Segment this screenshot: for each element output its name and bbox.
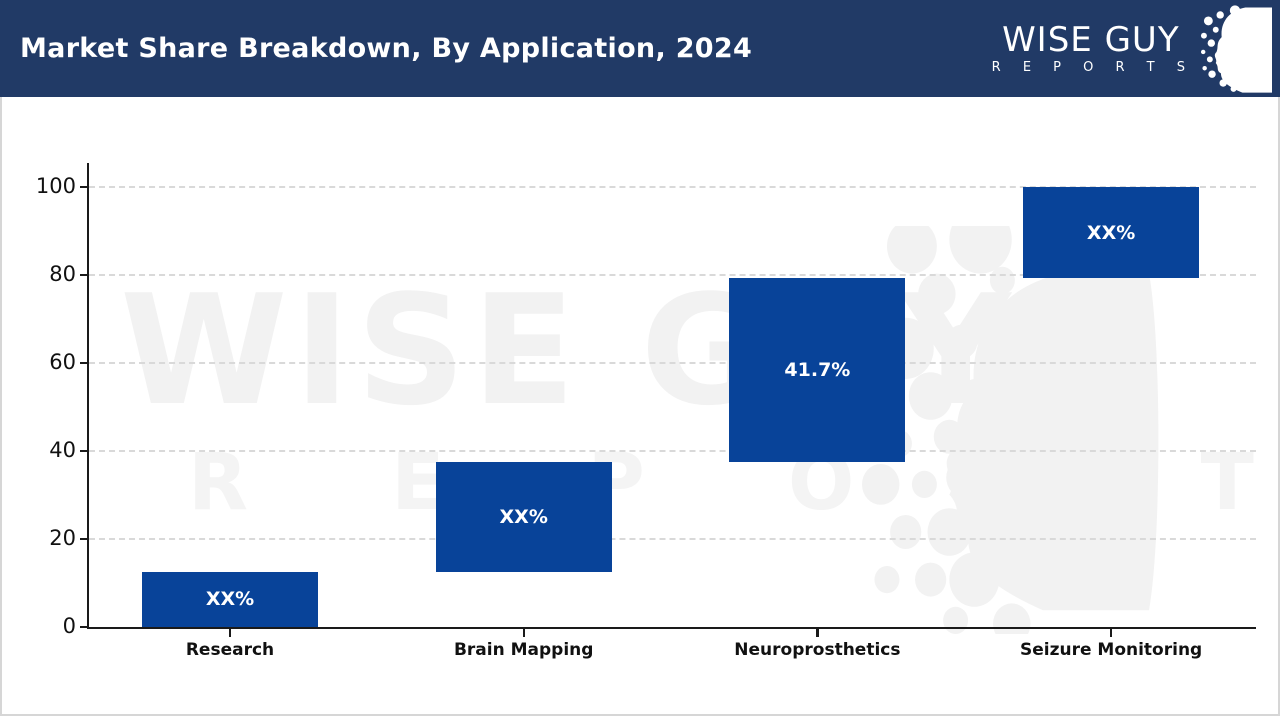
gridline-40	[89, 449, 1256, 452]
x-axis-label: Neuroprosthetics	[734, 639, 901, 660]
header-bar: Market Share Breakdown, By Application, …	[0, 0, 1280, 97]
bar-seizure-monitoring: XX%	[1023, 187, 1200, 279]
brand-name: WISE GUY	[1002, 19, 1180, 60]
bar-brain-mapping: XX%	[435, 461, 612, 572]
chart-title: Market Share Breakdown, By Application, …	[20, 33, 753, 64]
gridline-20	[89, 537, 1256, 540]
x-axis-label: Seizure Monitoring	[1019, 639, 1203, 660]
y-axis-label: 40	[49, 437, 76, 462]
y-axis-label: 80	[49, 261, 76, 286]
y-tick-0	[80, 625, 89, 628]
gridline-80	[89, 273, 1256, 276]
brand-face-icon	[1200, 4, 1272, 93]
x-axis-label: Research	[185, 639, 275, 660]
y-tick-40	[80, 449, 89, 453]
y-axis-label: 60	[49, 349, 76, 374]
x-tick-1	[522, 628, 526, 637]
bar-value-label: XX%	[205, 588, 255, 611]
gridline-60	[89, 361, 1256, 364]
brand-subtitle: R E P O R T S	[991, 59, 1194, 75]
brand-logo: WISE GUY R E P O R T S	[988, 0, 1272, 97]
bar-neuroprosthetics: 41.7%	[729, 278, 906, 462]
y-axis-label: 100	[35, 174, 76, 198]
y-tick-80	[80, 273, 89, 277]
watermark-face-icon	[862, 226, 1159, 634]
bar-research: XX%	[142, 571, 318, 627]
x-tick-2	[816, 628, 819, 637]
y-axis-spine	[87, 163, 90, 629]
y-tick-20	[80, 537, 89, 540]
y-axis-label: 0	[62, 613, 76, 638]
bar-value-label: XX%	[499, 505, 548, 528]
y-tick-60	[80, 361, 89, 365]
x-tick-3	[1110, 628, 1113, 637]
y-tick-100	[80, 186, 89, 189]
brand-logo-text: WISE GUY R E P O R T S	[988, 23, 1194, 75]
x-axis-label: Brain Mapping	[453, 639, 594, 660]
y-axis-label: 20	[49, 525, 76, 550]
x-axis-spine	[87, 626, 1256, 630]
x-tick-0	[229, 628, 232, 637]
bar-value-label: 41.7%	[784, 359, 851, 382]
gridline-100	[89, 186, 1256, 188]
bar-value-label: XX%	[1086, 221, 1136, 244]
